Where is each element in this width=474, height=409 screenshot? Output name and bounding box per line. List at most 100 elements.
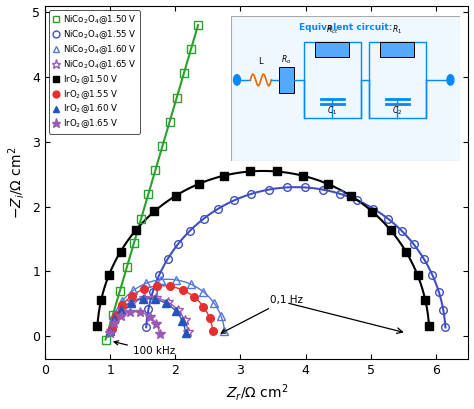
IrO$_2$@1.65 V [128,310,133,315]
NiCo$_2$O$_4$@1.55 V [266,187,272,192]
IrO$_2$@1.50 V [118,249,123,254]
IrO$_2$@1.60 V [118,307,124,312]
NiCo$_2$O$_4$@1.50 V [124,265,130,270]
NiCo$_2$O$_4$@1.55 V [302,185,308,190]
NiCo$_2$O$_4$@1.55 V [371,206,376,211]
NiCo$_2$O$_4$@1.55 V [175,242,181,247]
NiCo$_2$O$_4$@1.65 V [141,295,146,300]
IrO$_2$@1.65 V [147,314,153,319]
NiCo$_2$O$_4$@1.55 V [411,242,417,247]
NiCo$_2$O$_4$@1.60 V [112,311,118,316]
IrO$_2$@1.55 V [167,284,173,289]
IrO$_2$@1.60 V [182,330,188,335]
IrO$_2$@1.50 V [247,169,253,174]
IrO$_2$@1.60 V [180,319,185,324]
IrO$_2$@1.65 V [108,330,113,335]
NiCo$_2$O$_4$@1.60 V [119,299,125,303]
NiCo$_2$O$_4$@1.55 V [337,191,343,196]
IrO$_2$@1.50 V [152,209,157,214]
NiCo$_2$O$_4$@1.60 V [201,290,206,294]
IrO$_2$@1.50 V [415,273,420,278]
NiCo$_2$O$_4$@1.65 V [165,300,171,305]
NiCo$_2$O$_4$@1.60 V [130,288,136,293]
IrO$_2$@1.55 V [141,287,146,292]
IrO$_2$@1.50 V [221,173,227,178]
IrO$_2$@1.65 V [154,322,159,327]
NiCo$_2$O$_4$@1.55 V [284,185,290,190]
NiCo$_2$O$_4$@1.60 V [218,314,224,319]
NiCo$_2$O$_4$@1.55 V [248,191,254,196]
IrO$_2$@1.55 V [129,293,135,298]
Line: IrO$_2$@1.50 V: IrO$_2$@1.50 V [93,168,433,330]
IrO$_2$@1.55 V [119,303,125,308]
NiCo$_2$O$_4$@1.60 V [211,300,217,305]
NiCo$_2$O$_4$@1.50 V [103,337,109,342]
IrO$_2$@1.50 V [196,181,202,186]
IrO$_2$@1.50 V [300,173,305,178]
IrO$_2$@1.50 V [106,273,112,278]
IrO$_2$@1.60 V [140,297,146,301]
NiCo$_2$O$_4$@1.55 V [201,216,206,221]
Y-axis label: $-Z_i$/Ω cm$^2$: $-Z_i$/Ω cm$^2$ [6,146,27,218]
NiCo$_2$O$_4$@1.50 V [167,119,173,124]
NiCo$_2$O$_4$@1.55 V [150,289,155,294]
NiCo$_2$O$_4$@1.55 V [443,325,448,330]
IrO$_2$@1.50 V [388,228,393,233]
Legend: NiCo$_2$O$_4$@1.50 V, NiCo$_2$O$_4$@1.55 V, NiCo$_2$O$_4$@1.60 V, NiCo$_2$O$_4$@: NiCo$_2$O$_4$@1.50 V, NiCo$_2$O$_4$@1.55… [49,10,140,134]
X-axis label: $Z_r$/Ω cm$^2$: $Z_r$/Ω cm$^2$ [226,382,288,403]
Line: NiCo$_2$O$_4$@1.50 V: NiCo$_2$O$_4$@1.50 V [102,21,202,344]
IrO$_2$@1.50 V [98,298,104,303]
IrO$_2$@1.50 V [426,324,432,329]
NiCo$_2$O$_4$@1.60 V [158,277,164,282]
NiCo$_2$O$_4$@1.60 V [222,328,228,333]
IrO$_2$@1.50 V [403,249,409,254]
Line: IrO$_2$@1.55 V: IrO$_2$@1.55 V [108,282,217,335]
NiCo$_2$O$_4$@1.50 V [181,71,187,76]
NiCo$_2$O$_4$@1.65 V [119,306,125,311]
NiCo$_2$O$_4$@1.55 V [385,216,391,221]
IrO$_2$@1.65 V [118,314,124,319]
IrO$_2$@1.50 V [94,324,100,328]
NiCo$_2$O$_4$@1.65 V [154,296,159,301]
NiCo$_2$O$_4$@1.50 V [188,47,194,52]
IrO$_2$@1.55 V [113,314,118,319]
IrO$_2$@1.60 V [108,328,113,333]
NiCo$_2$O$_4$@1.50 V [174,95,180,100]
IrO$_2$@1.50 V [273,169,279,174]
IrO$_2$@1.60 V [164,301,169,306]
IrO$_2$@1.55 V [191,294,197,299]
Line: NiCo$_2$O$_4$@1.60 V: NiCo$_2$O$_4$@1.60 V [107,276,228,335]
NiCo$_2$O$_4$@1.50 V [117,289,123,294]
NiCo$_2$O$_4$@1.50 V [146,192,151,197]
IrO$_2$@1.50 V [133,228,139,233]
NiCo$_2$O$_4$@1.55 V [232,198,237,203]
NiCo$_2$O$_4$@1.50 V [153,168,158,173]
NiCo$_2$O$_4$@1.60 V [188,282,193,287]
NiCo$_2$O$_4$@1.50 V [131,240,137,245]
IrO$_2$@1.65 V [137,310,143,315]
NiCo$_2$O$_4$@1.55 V [144,325,149,330]
IrO$_2$@1.50 V [325,182,330,187]
NiCo$_2$O$_4$@1.65 V [182,318,188,323]
NiCo$_2$O$_4$@1.60 V [173,277,179,282]
NiCo$_2$O$_4$@1.55 V [156,272,162,277]
NiCo$_2$O$_4$@1.55 V [436,290,442,294]
IrO$_2$@1.60 V [128,300,134,305]
NiCo$_2$O$_4$@1.65 V [129,299,135,304]
NiCo$_2$O$_4$@1.65 V [185,330,191,335]
Line: IrO$_2$@1.60 V: IrO$_2$@1.60 V [107,295,189,336]
IrO$_2$@1.60 V [111,317,117,322]
IrO$_2$@1.55 V [201,304,206,309]
IrO$_2$@1.55 V [109,327,115,332]
IrO$_2$@1.65 V [157,331,163,336]
IrO$_2$@1.55 V [210,329,216,334]
IrO$_2$@1.55 V [154,283,159,288]
NiCo$_2$O$_4$@1.50 V [110,313,116,318]
IrO$_2$@1.65 V [111,321,117,326]
NiCo$_2$O$_4$@1.50 V [195,22,201,27]
NiCo$_2$O$_4$@1.55 V [399,229,405,234]
NiCo$_2$O$_4$@1.65 V [111,317,117,321]
Text: 0,1 Hz: 0,1 Hz [221,294,302,333]
NiCo$_2$O$_4$@1.55 V [146,307,151,312]
NiCo$_2$O$_4$@1.55 V [187,228,193,233]
